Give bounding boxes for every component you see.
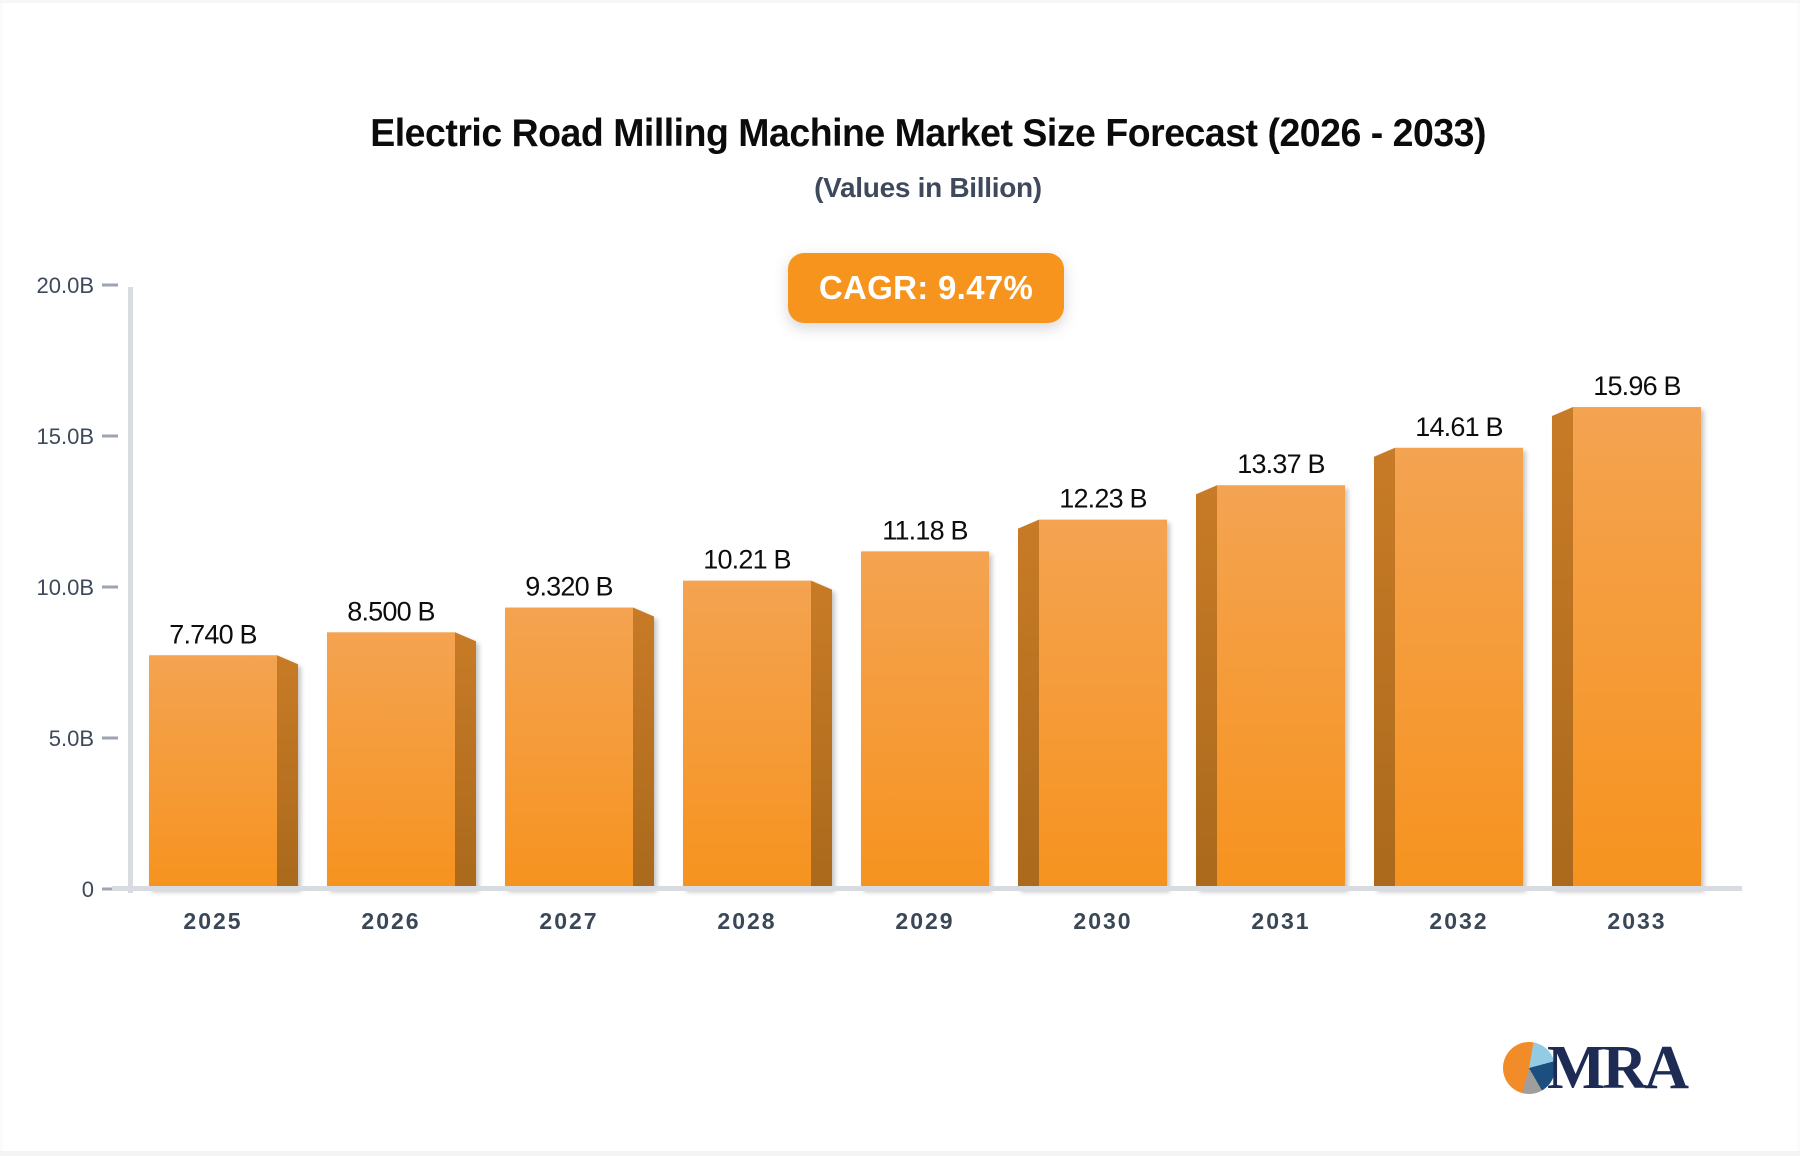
bar-value-label: 15.96 B — [1593, 371, 1680, 401]
bar-side-face — [277, 655, 298, 889]
bar-front-face — [327, 632, 455, 889]
bar-2029 — [861, 551, 989, 889]
x-axis-label-2032: 2032 — [1429, 908, 1488, 934]
bar-front-face — [1039, 519, 1167, 889]
bar-front-face — [1217, 485, 1345, 889]
y-tick-mark — [102, 585, 118, 589]
x-axis-label-2026: 2026 — [361, 908, 420, 934]
x-axis-label-2025: 2025 — [183, 908, 242, 934]
y-tick-label: 15.0B — [37, 424, 95, 449]
bar-side-face — [811, 580, 832, 889]
chart-title: Electric Road Milling Machine Market Siz… — [56, 0, 1800, 156]
bar-value-label: 11.18 B — [882, 515, 967, 545]
y-tick-label: 0 — [82, 877, 94, 902]
bar-side-face — [1552, 407, 1573, 889]
bar-value-label: 8.500 B — [347, 596, 434, 626]
y-tick-label: 5.0B — [49, 726, 94, 751]
chart-header: Electric Road Milling Machine Market Siz… — [56, 0, 1800, 204]
x-axis-label-2031: 2031 — [1251, 908, 1310, 934]
bar-side-face — [1374, 447, 1395, 889]
bar-side-face — [1018, 519, 1039, 889]
chart-title-text: Electric Road Milling Machine Market Siz… — [370, 112, 1486, 155]
bar-front-face — [861, 551, 989, 889]
bar-value-label: 13.37 B — [1237, 449, 1324, 479]
mra-logo: MRA — [1503, 1034, 1689, 1102]
bar-front-face — [149, 655, 277, 889]
y-tick-label: 10.0B — [37, 575, 95, 600]
y-axis-line — [128, 287, 133, 893]
mra-logo-text: MRA — [1547, 1034, 1689, 1102]
y-tick-label: 20.0B — [37, 273, 95, 298]
bar-value-label: 9.320 B — [525, 572, 612, 602]
baseline — [112, 886, 1742, 891]
chart-subtitle: (Values in Billion) — [814, 172, 1042, 203]
bar-front-face — [1395, 447, 1523, 889]
bar-2031 — [1196, 485, 1345, 889]
cagr-badge-label: CAGR: 9.47% — [818, 269, 1034, 306]
mra-logo-pie-icon — [1503, 1042, 1555, 1094]
x-axis-label-2033: 2033 — [1607, 908, 1666, 934]
bar-value-label: 7.740 B — [169, 619, 256, 649]
bar-value-label: 10.21 B — [703, 545, 790, 575]
x-axis-label-2029: 2029 — [895, 908, 954, 934]
x-axis-label-2030: 2030 — [1073, 908, 1132, 934]
bar-side-face — [455, 632, 476, 889]
bar-side-face — [633, 607, 654, 889]
bar-2025 — [149, 655, 298, 889]
y-tick-mark — [102, 434, 118, 438]
bars — [149, 407, 1701, 889]
y-tick-mark — [102, 283, 118, 287]
y-tick-mark — [102, 736, 118, 740]
bar-2027 — [505, 607, 654, 889]
bar-value-label: 12.23 B — [1059, 484, 1146, 514]
bar-2028 — [683, 580, 832, 889]
bar-2026 — [327, 632, 476, 889]
value-labels: 7.740 B 8.500 B 9.320 B 10.21 B 11.18 B 12.23… — [169, 371, 1681, 649]
y-tick-mark — [102, 887, 118, 891]
bar-side-face — [1196, 485, 1217, 889]
bar-front-face — [683, 580, 811, 889]
cagr-badge: CAGR: 9.47% — [788, 253, 1064, 323]
bar-2030 — [1018, 519, 1167, 889]
x-axis-labels: 2025 2026 2027 2028 2029 2030 2031 2032 2033 — [183, 908, 1666, 934]
bar-2032 — [1374, 447, 1523, 889]
x-axis-line — [112, 886, 1742, 891]
bar-2033 — [1552, 407, 1701, 889]
bar-value-label: 14.61 B — [1415, 412, 1502, 442]
bar-front-face — [505, 607, 633, 889]
y-axis: 0 5.0B 10.0B 15.0B 20.0B — [37, 273, 133, 902]
bar-front-face — [1573, 407, 1701, 889]
x-axis-label-2027: 2027 — [539, 908, 598, 934]
x-axis-label-2028: 2028 — [717, 908, 776, 934]
